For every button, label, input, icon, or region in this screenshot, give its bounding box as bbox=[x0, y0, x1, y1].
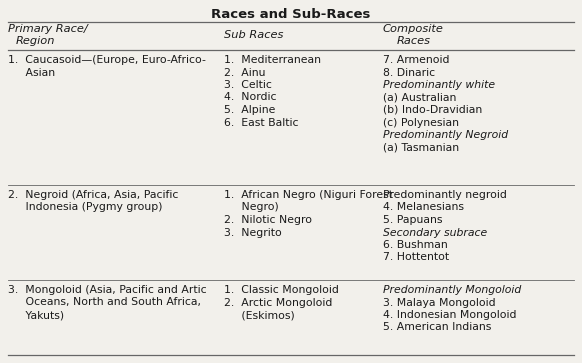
Text: 5. American Indians: 5. American Indians bbox=[383, 322, 491, 333]
Text: Predominantly Mongoloid: Predominantly Mongoloid bbox=[383, 285, 521, 295]
Text: (Eskimos): (Eskimos) bbox=[224, 310, 294, 320]
Text: Races and Sub-Races: Races and Sub-Races bbox=[211, 8, 371, 21]
Text: 5. Papuans: 5. Papuans bbox=[383, 215, 442, 225]
Text: (b) Indo-Dravidian: (b) Indo-Dravidian bbox=[383, 105, 482, 115]
Text: 3. Malaya Mongoloid: 3. Malaya Mongoloid bbox=[383, 298, 496, 307]
Text: 7. Hottentot: 7. Hottentot bbox=[383, 253, 449, 262]
Text: 6. Bushman: 6. Bushman bbox=[383, 240, 448, 250]
Text: Region: Region bbox=[16, 36, 55, 46]
Text: 8. Dinaric: 8. Dinaric bbox=[383, 68, 435, 77]
Text: Predominantly Negroid: Predominantly Negroid bbox=[383, 130, 508, 140]
Text: 3.  Negrito: 3. Negrito bbox=[224, 228, 282, 237]
Text: Negro): Negro) bbox=[224, 203, 279, 212]
Text: Composite: Composite bbox=[383, 24, 444, 34]
Text: Secondary subrace: Secondary subrace bbox=[383, 228, 487, 237]
Text: 3.  Mongoloid (Asia, Pacific and Artic: 3. Mongoloid (Asia, Pacific and Artic bbox=[8, 285, 207, 295]
Text: Indonesia (Pygmy group): Indonesia (Pygmy group) bbox=[8, 203, 162, 212]
Text: Primary Race/: Primary Race/ bbox=[8, 24, 88, 34]
Text: (a) Tasmanian: (a) Tasmanian bbox=[383, 143, 459, 152]
Text: 2.  Negroid (Africa, Asia, Pacific: 2. Negroid (Africa, Asia, Pacific bbox=[8, 190, 178, 200]
Text: Oceans, North and South Africa,: Oceans, North and South Africa, bbox=[8, 298, 201, 307]
Text: 4. Indonesian Mongoloid: 4. Indonesian Mongoloid bbox=[383, 310, 516, 320]
Text: Predominantly negroid: Predominantly negroid bbox=[383, 190, 507, 200]
Text: Sub Races: Sub Races bbox=[224, 30, 283, 40]
Text: 4.  Nordic: 4. Nordic bbox=[224, 93, 276, 102]
Text: (c) Polynesian: (c) Polynesian bbox=[383, 118, 459, 127]
Text: 1.  Classic Mongoloid: 1. Classic Mongoloid bbox=[224, 285, 339, 295]
Text: Yakuts): Yakuts) bbox=[8, 310, 64, 320]
Text: 5.  Alpine: 5. Alpine bbox=[224, 105, 275, 115]
Text: Asian: Asian bbox=[8, 68, 55, 77]
Text: 1.  Mediterranean: 1. Mediterranean bbox=[224, 55, 321, 65]
Text: (a) Australian: (a) Australian bbox=[383, 93, 456, 102]
Text: 3.  Celtic: 3. Celtic bbox=[224, 80, 272, 90]
Text: Predominantly white: Predominantly white bbox=[383, 80, 495, 90]
Text: 7. Armenoid: 7. Armenoid bbox=[383, 55, 449, 65]
Text: 1.  Caucasoid—(Europe, Euro-Africo-: 1. Caucasoid—(Europe, Euro-Africo- bbox=[8, 55, 206, 65]
Text: 4. Melanesians: 4. Melanesians bbox=[383, 203, 464, 212]
Text: 2.  Ainu: 2. Ainu bbox=[224, 68, 265, 77]
Text: 2.  Arctic Mongoloid: 2. Arctic Mongoloid bbox=[224, 298, 332, 307]
Text: 6.  East Baltic: 6. East Baltic bbox=[224, 118, 299, 127]
Text: Races: Races bbox=[397, 36, 431, 46]
Text: 2.  Nilotic Negro: 2. Nilotic Negro bbox=[224, 215, 312, 225]
Text: 1.  African Negro (Niguri Forest: 1. African Negro (Niguri Forest bbox=[224, 190, 393, 200]
